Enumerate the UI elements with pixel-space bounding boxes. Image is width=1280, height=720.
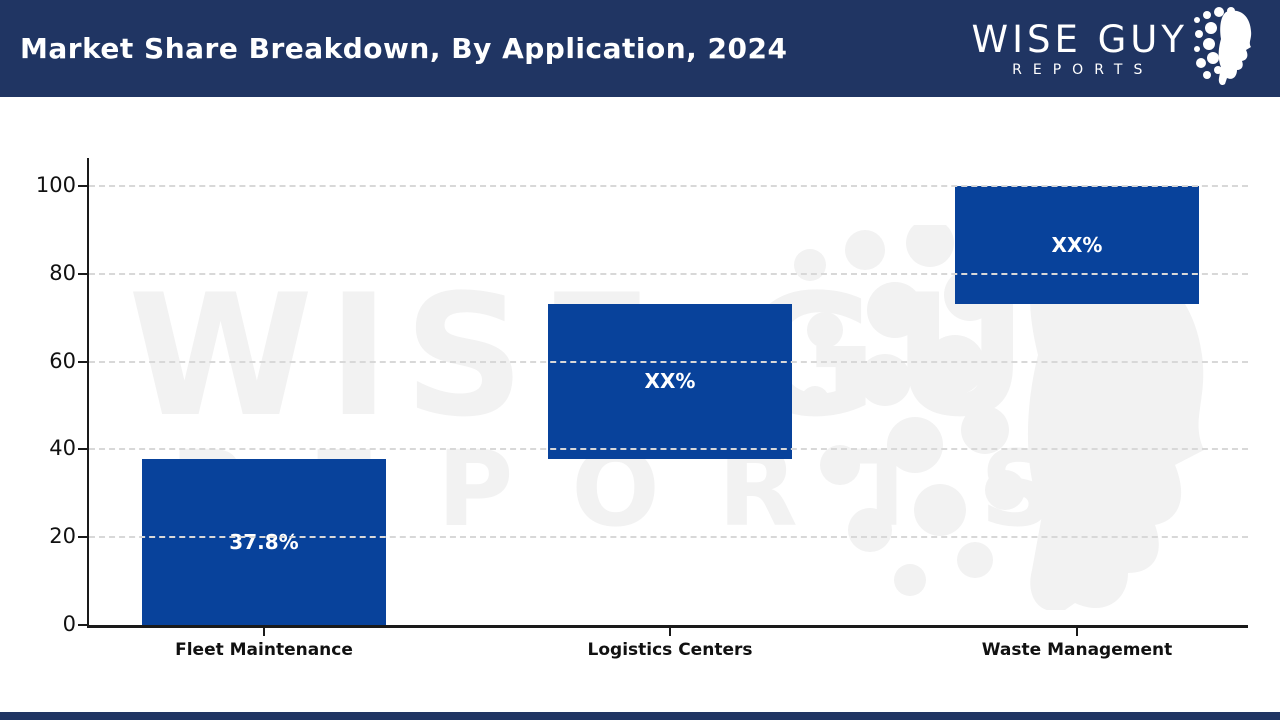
bar-value-label: 37.8% [229, 530, 299, 555]
wiseguy-logo: WISE GUY REPORTS [972, 6, 1254, 92]
y-tick-label-60: 60 [49, 348, 76, 373]
page-title: Market Share Breakdown, By Application, … [20, 32, 788, 65]
x-category-label-1: Logistics Centers [587, 640, 753, 660]
x-category-label-0: Fleet Maintenance [175, 640, 353, 660]
header-bar: Market Share Breakdown, By Application, … [0, 0, 1280, 97]
y-tick-label-80: 80 [49, 260, 76, 285]
x-tick-mark-2 [1076, 628, 1078, 636]
x-category-label-2: Waste Management [981, 640, 1173, 660]
gridline-60 [89, 360, 1248, 363]
y-tick-mark-40 [78, 448, 87, 451]
gridline-80 [89, 272, 1248, 275]
bar-logistics-centers: XX% [548, 303, 792, 460]
watermark-face-icon [770, 219, 1220, 614]
footer-bar [0, 712, 1280, 720]
y-tick-mark-20 [78, 536, 87, 539]
y-tick-mark-0 [78, 624, 87, 626]
bar-value-label: XX% [1051, 232, 1103, 257]
x-tick-mark-0 [263, 628, 265, 636]
x-tick-mark-1 [669, 628, 671, 636]
logo-face-icon [1190, 6, 1254, 92]
x-axis-line [87, 625, 1248, 628]
y-tick-mark-60 [78, 360, 87, 363]
y-tick-mark-80 [78, 272, 87, 275]
bar-waste-management: XX% [955, 186, 1199, 304]
y-tick-label-20: 20 [49, 524, 76, 549]
logo-wordmark-line1: WISE GUY [971, 17, 1188, 61]
bar-value-label: XX% [644, 369, 696, 394]
gridline-20 [89, 536, 1248, 539]
y-axis-spine [87, 158, 89, 627]
bar-fleet-maintenance: 37.8% [142, 459, 386, 625]
logo-wordmark-line2: REPORTS [1012, 61, 1154, 78]
y-tick-label-100: 100 [35, 173, 76, 197]
y-tick-label-0: 0 [62, 612, 76, 636]
y-tick-label-40: 40 [49, 436, 76, 461]
logo-wordmark: WISE GUY REPORTS [972, 21, 1188, 77]
gridline-40 [89, 448, 1248, 451]
gridline-100 [89, 185, 1248, 187]
y-tick-mark-100 [78, 185, 87, 187]
